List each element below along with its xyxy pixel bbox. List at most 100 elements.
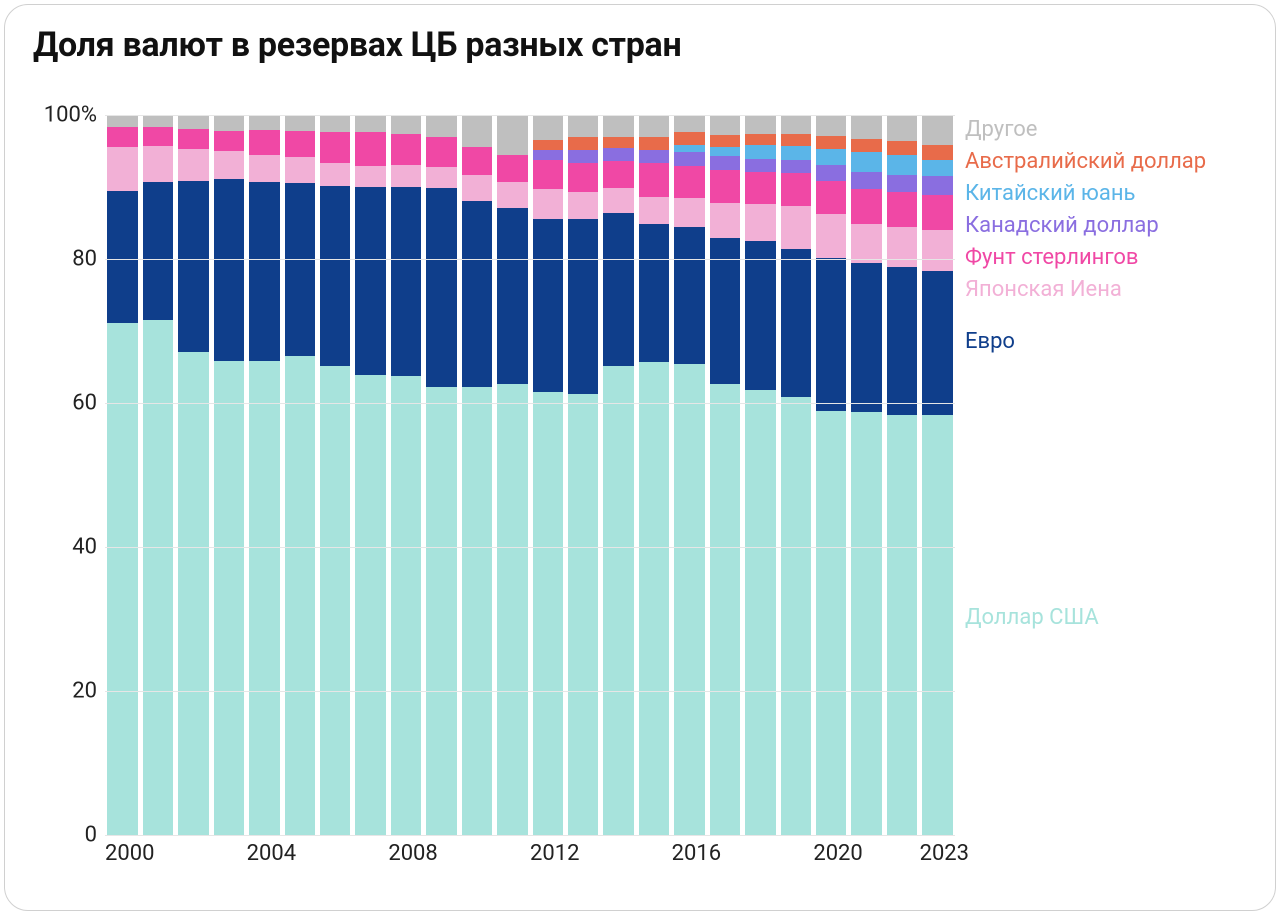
bar-2015 bbox=[639, 115, 669, 835]
segment-jpy bbox=[922, 230, 952, 271]
segment-gbp bbox=[816, 181, 846, 215]
segment-eur bbox=[320, 186, 350, 367]
bar-slot bbox=[424, 115, 459, 835]
legend-aud: Австралийский доллар bbox=[965, 149, 1206, 174]
segment-other bbox=[568, 115, 598, 137]
segment-gbp bbox=[639, 163, 669, 197]
segment-eur bbox=[781, 249, 811, 397]
segment-jpy bbox=[320, 163, 350, 185]
gridline bbox=[105, 115, 955, 116]
gridline bbox=[105, 691, 955, 692]
segment-cad bbox=[816, 165, 846, 180]
segment-usd bbox=[462, 387, 492, 835]
segment-gbp bbox=[107, 127, 137, 147]
segment-eur bbox=[249, 182, 279, 361]
segment-usd bbox=[603, 366, 633, 835]
bar-2017 bbox=[710, 115, 740, 835]
segment-eur bbox=[639, 224, 669, 362]
segment-cad bbox=[851, 172, 881, 189]
segment-usd bbox=[781, 397, 811, 835]
bar-slot bbox=[920, 115, 955, 835]
segment-eur bbox=[497, 208, 527, 384]
segment-gbp bbox=[568, 163, 598, 192]
segment-cny bbox=[674, 145, 704, 153]
bar-slot bbox=[388, 115, 423, 835]
segment-cad bbox=[674, 152, 704, 166]
bar-2022 bbox=[887, 115, 917, 835]
segment-jpy bbox=[568, 192, 598, 219]
segment-aud bbox=[922, 145, 952, 160]
segment-usd bbox=[107, 323, 137, 835]
bar-slot bbox=[601, 115, 636, 835]
bar-2008 bbox=[391, 115, 421, 835]
legend-cad: Канадский доллар bbox=[965, 213, 1159, 238]
segment-eur bbox=[887, 267, 917, 415]
segment-eur bbox=[745, 241, 775, 390]
bar-slot bbox=[353, 115, 388, 835]
bar-slot bbox=[707, 115, 742, 835]
segment-cad bbox=[922, 176, 952, 195]
segment-cny bbox=[710, 147, 740, 156]
bar-2001 bbox=[143, 115, 173, 835]
bar-2012 bbox=[533, 115, 563, 835]
bar-slot bbox=[459, 115, 494, 835]
segment-jpy bbox=[143, 146, 173, 182]
legend-other: Другое bbox=[965, 117, 1037, 142]
bar-2006 bbox=[320, 115, 350, 835]
segment-jpy bbox=[533, 189, 563, 219]
segment-eur bbox=[143, 182, 173, 320]
segment-jpy bbox=[391, 165, 421, 187]
chart-title: Доля валют в резервах ЦБ разных стран bbox=[33, 25, 681, 65]
bar-slot bbox=[813, 115, 848, 835]
bar-slot bbox=[530, 115, 565, 835]
segment-aud bbox=[674, 132, 704, 144]
gridline bbox=[105, 547, 955, 548]
bar-2021 bbox=[851, 115, 881, 835]
segment-jpy bbox=[674, 198, 704, 227]
segment-gbp bbox=[781, 173, 811, 206]
y-axis-label: 40 bbox=[72, 535, 105, 560]
segment-other bbox=[533, 115, 563, 139]
bar-2002 bbox=[178, 115, 208, 835]
segment-jpy bbox=[603, 188, 633, 213]
y-axis-label: 100% bbox=[44, 103, 105, 128]
segment-eur bbox=[568, 219, 598, 393]
segment-usd bbox=[497, 384, 527, 835]
segment-gbp bbox=[674, 166, 704, 198]
segment-jpy bbox=[816, 214, 846, 257]
segment-eur bbox=[851, 263, 881, 411]
segment-jpy bbox=[887, 227, 917, 267]
segment-gbp bbox=[497, 155, 527, 182]
segment-cad bbox=[533, 150, 563, 160]
segment-eur bbox=[816, 258, 846, 411]
segment-other bbox=[143, 115, 173, 127]
bar-2014 bbox=[603, 115, 633, 835]
bar-slot bbox=[282, 115, 317, 835]
segment-aud bbox=[568, 137, 598, 150]
bar-2018 bbox=[745, 115, 775, 835]
segment-gbp bbox=[603, 161, 633, 188]
segment-usd bbox=[922, 415, 952, 835]
segment-usd bbox=[143, 320, 173, 835]
segment-eur bbox=[922, 271, 952, 415]
bar-slot bbox=[105, 115, 140, 835]
bar-slot bbox=[565, 115, 600, 835]
segment-usd bbox=[355, 375, 385, 835]
segment-eur bbox=[462, 201, 492, 387]
segment-eur bbox=[603, 213, 633, 366]
bar-2016 bbox=[674, 115, 704, 835]
segment-jpy bbox=[178, 149, 208, 181]
segment-gbp bbox=[143, 127, 173, 146]
segment-aud bbox=[816, 136, 846, 149]
segment-usd bbox=[214, 361, 244, 835]
segment-aud bbox=[887, 141, 917, 155]
segment-other bbox=[320, 115, 350, 132]
bars-container bbox=[105, 115, 955, 835]
segment-cad bbox=[639, 150, 669, 163]
segment-other bbox=[922, 115, 952, 145]
segment-cny bbox=[781, 146, 811, 160]
segment-other bbox=[816, 115, 846, 136]
bar-2010 bbox=[462, 115, 492, 835]
segment-other bbox=[462, 115, 492, 147]
segment-usd bbox=[285, 356, 315, 835]
